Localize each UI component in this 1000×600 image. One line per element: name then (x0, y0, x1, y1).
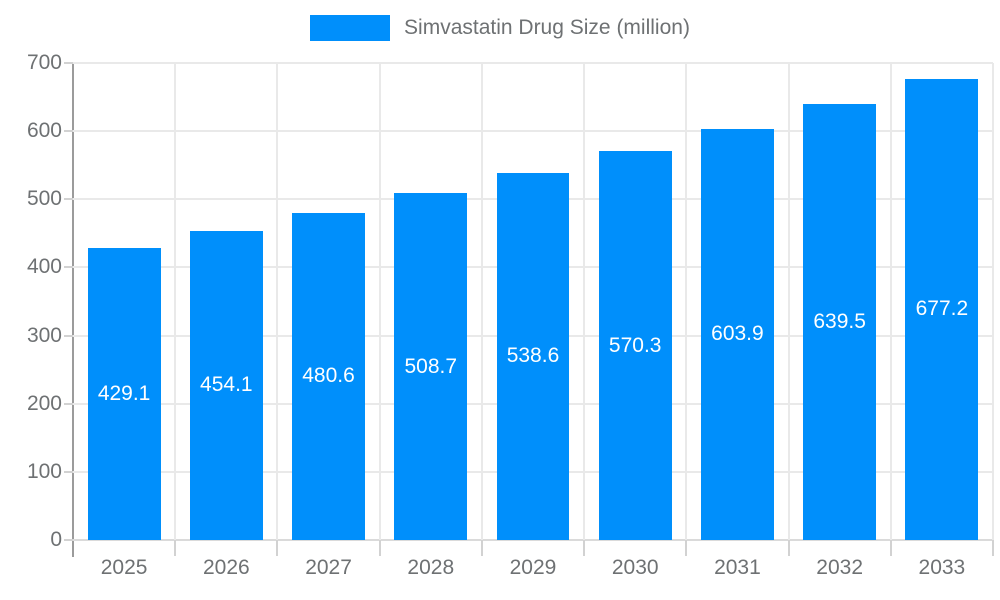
x-axis-tick (174, 540, 177, 556)
x-axis-label: 2026 (202, 556, 250, 579)
y-axis-tick (64, 62, 73, 64)
y-axis-tick-label: 400 (26, 255, 62, 279)
bar-2027[interactable]: 480.6 (292, 212, 366, 540)
bar-value-label: 429.1 (97, 381, 151, 405)
x-axis-label: 2029 (509, 556, 557, 579)
bar-value-label: 570.3 (608, 333, 662, 357)
bar-value-label: 677.2 (915, 297, 969, 321)
y-axis-tick-label: 300 (26, 323, 62, 347)
x-axis-label: 2030 (611, 556, 659, 579)
bar-2025[interactable]: 429.1 (87, 247, 161, 540)
x-axis-tick (889, 540, 892, 556)
bar-value-label: 454.1 (200, 373, 253, 397)
y-axis-tick-label: 500 (26, 187, 62, 211)
bar-value-label: 508.7 (404, 354, 458, 378)
y-axis-tick-label: 100 (26, 459, 62, 483)
x-gridline (889, 63, 892, 540)
y-gridline-600 (73, 130, 993, 133)
x-gridline (787, 63, 790, 540)
x-axis-label: 2027 (305, 556, 352, 579)
x-axis-tick (276, 540, 279, 556)
y-gridline-700 (73, 62, 993, 64)
x-axis-label: 2031 (714, 556, 761, 579)
y-axis-tick (64, 539, 73, 541)
x-gridline (583, 63, 586, 540)
bar-value-label: 538.6 (506, 344, 560, 368)
x-gridline (378, 63, 381, 540)
x-gridline (276, 63, 279, 540)
y-axis-line (72, 63, 74, 557)
y-axis-tick (64, 198, 73, 201)
x-gridline (174, 63, 177, 540)
x-axis-line (73, 539, 993, 541)
bar-2029[interactable]: 538.6 (496, 172, 570, 540)
y-axis-tick-label: 0 (50, 528, 62, 551)
y-axis-tick-label: 600 (26, 119, 62, 143)
bar-2028[interactable]: 508.7 (394, 193, 468, 540)
plot-area: 429.1 454.1 480.6 508.7 538.6 570.3 603.9 639.5… (73, 62, 994, 540)
x-axis-tick (583, 540, 586, 556)
legend-item[interactable]: Simvastatin Drug Size (million) (0, 15, 1000, 41)
legend-label: Simvastatin Drug Size (million) (404, 16, 690, 39)
y-axis-tick-label: 700 (26, 51, 62, 74)
x-axis-tick (992, 540, 994, 556)
x-gridline (685, 63, 688, 540)
x-axis-tick (378, 540, 381, 556)
x-axis-tick (685, 540, 688, 556)
legend-swatch-icon (310, 15, 391, 41)
y-axis-tick (64, 402, 73, 405)
y-axis-tick (64, 334, 73, 337)
bar-2033[interactable]: 677.2 (905, 78, 979, 540)
x-axis-tick (480, 540, 483, 556)
x-gridline (992, 63, 994, 540)
bar-2030[interactable]: 570.3 (598, 151, 672, 540)
bar-value-label: 639.5 (813, 310, 866, 334)
x-axis-label: 2028 (407, 556, 455, 579)
y-axis-tick (64, 130, 73, 133)
x-axis-label: 2032 (816, 556, 864, 579)
x-axis-label: 2033 (918, 556, 966, 579)
bar-value-label: 480.6 (302, 364, 355, 388)
y-axis-tick-label: 200 (26, 391, 62, 415)
bar-2031[interactable]: 603.9 (700, 128, 774, 540)
x-axis-tick (787, 540, 790, 556)
y-axis-tick (64, 470, 73, 473)
bar-2026[interactable]: 454.1 (189, 230, 263, 540)
x-gridline (480, 63, 483, 540)
x-axis-label: 2025 (100, 556, 148, 579)
bar-2032[interactable]: 639.5 (803, 104, 877, 540)
bar-value-label: 603.9 (711, 322, 764, 346)
y-axis-tick (64, 266, 73, 269)
